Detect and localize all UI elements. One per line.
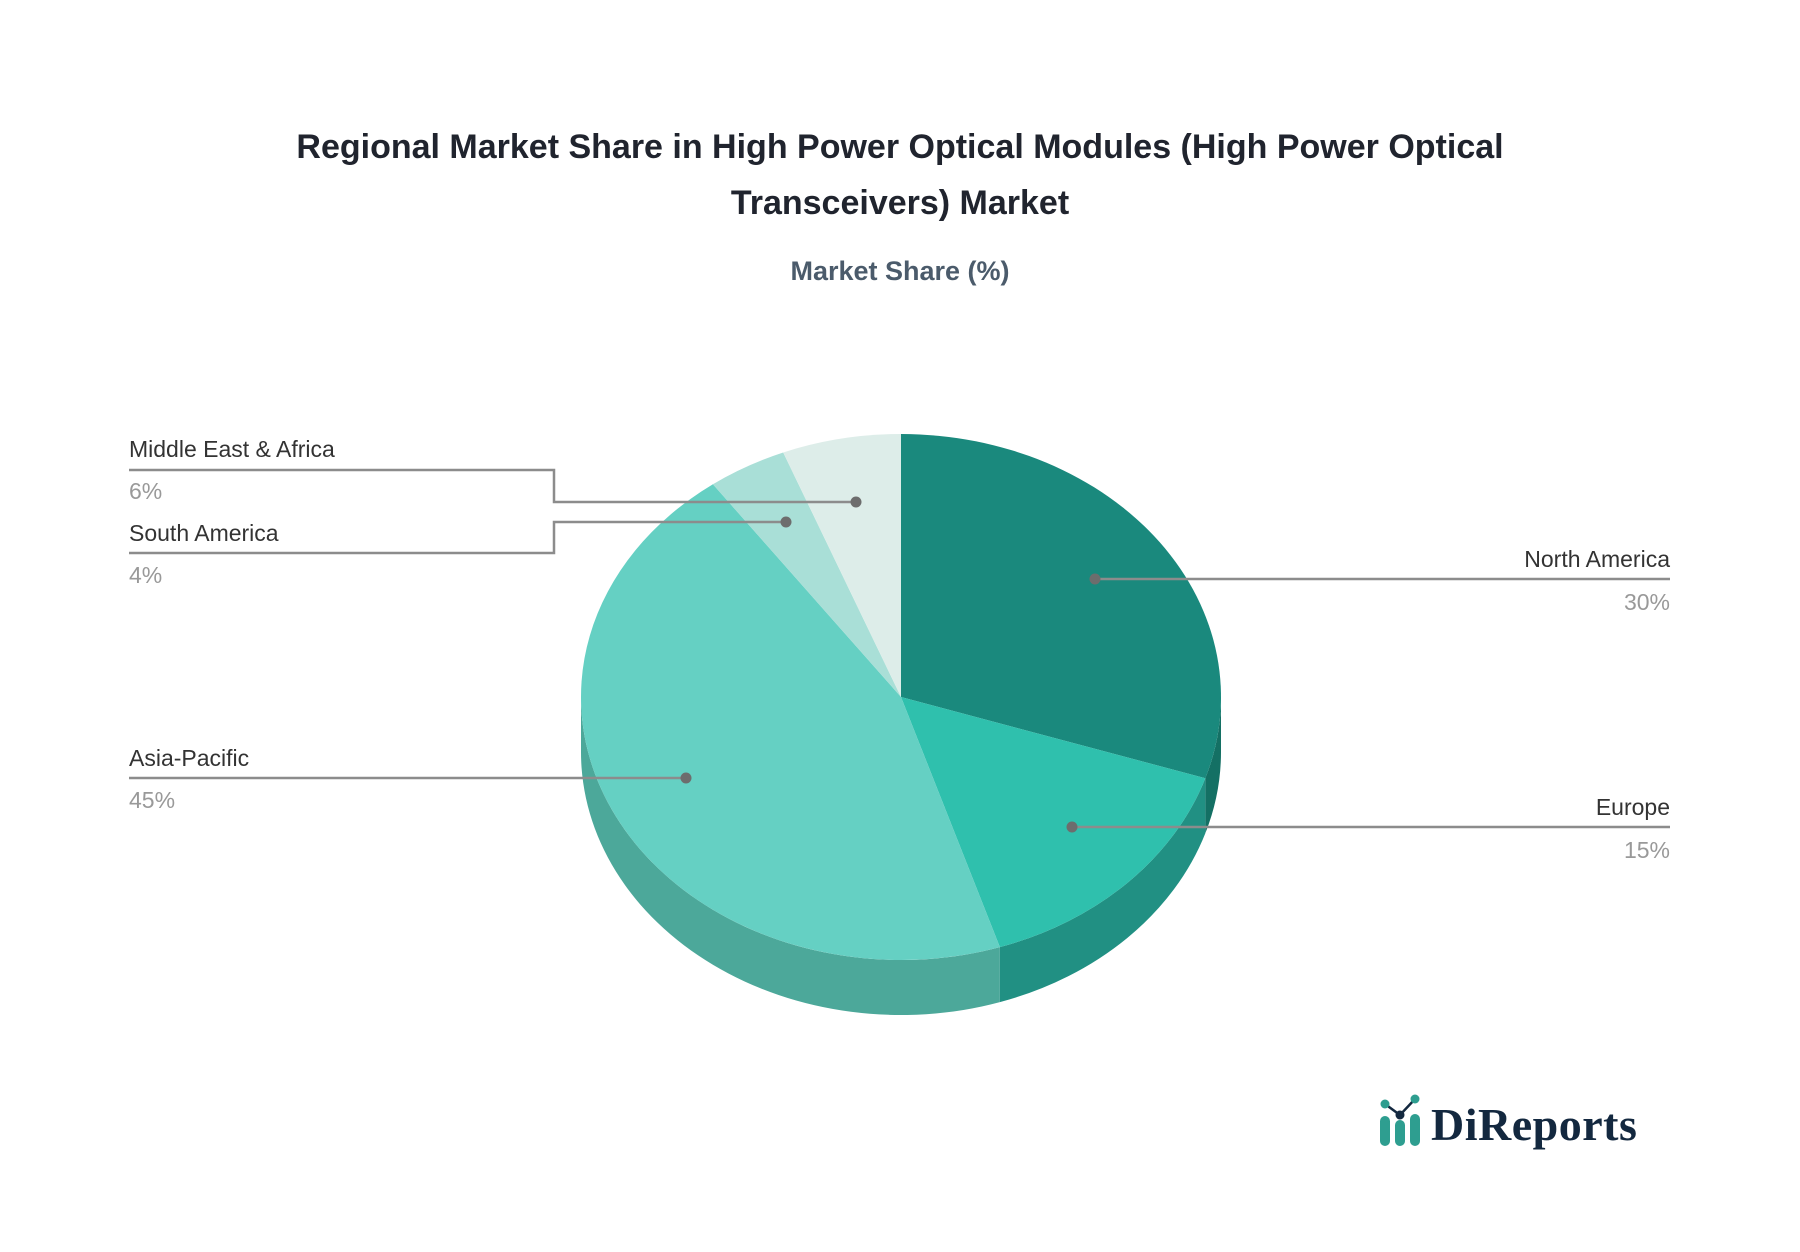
pie-slice-asia-pacific (580, 484, 1000, 961)
slice-label-south-america: South America (129, 520, 279, 546)
callout-dot-europe (1066, 821, 1078, 833)
pie-slice-north-america (901, 434, 1221, 779)
pie-slice-south-america (712, 452, 901, 697)
pie-slice-side-asia-pacific (581, 697, 1000, 1015)
direports-logo-text: DiReports (1431, 1099, 1638, 1150)
callout-line-south-america (129, 520, 786, 555)
slice-pct-europe: 15% (1623, 837, 1670, 863)
callout-line-middle-east-africa (129, 468, 856, 504)
pie-slice-europe (901, 697, 1206, 948)
slice-label-middle-east-africa: Middle East & Africa (129, 436, 335, 462)
slice-label-europe: Europe (1595, 794, 1670, 820)
chart-subtitle: Market Share (%) (790, 256, 1010, 286)
slice-label-asia-pacific: Asia-Pacific (129, 745, 250, 771)
callout-dot-north-america (1089, 573, 1101, 585)
callout-dot-south-america (780, 516, 792, 528)
callout-dot-middle-east-africa (850, 496, 862, 508)
slice-pct-south-america: 4% (129, 562, 163, 588)
slice-pct-north-america: 30% (1623, 589, 1670, 615)
pie-slice-middle-east-africa (783, 434, 901, 697)
direports-logo: DiReports (1378, 1086, 1637, 1148)
slice-pct-asia-pacific: 45% (129, 787, 176, 813)
pie-slice-side-europe (999, 778, 1206, 1003)
callout-dot-asia-pacific (680, 772, 692, 784)
direports-logo-mark-icon (1380, 1094, 1420, 1146)
slice-pct-middle-east-africa: 6% (129, 478, 163, 504)
pie-slice-side-north-america (1205, 697, 1221, 834)
chart-title: Regional Market Share in High Power Opti… (296, 128, 1504, 223)
slice-label-north-america: North America (1524, 546, 1670, 572)
